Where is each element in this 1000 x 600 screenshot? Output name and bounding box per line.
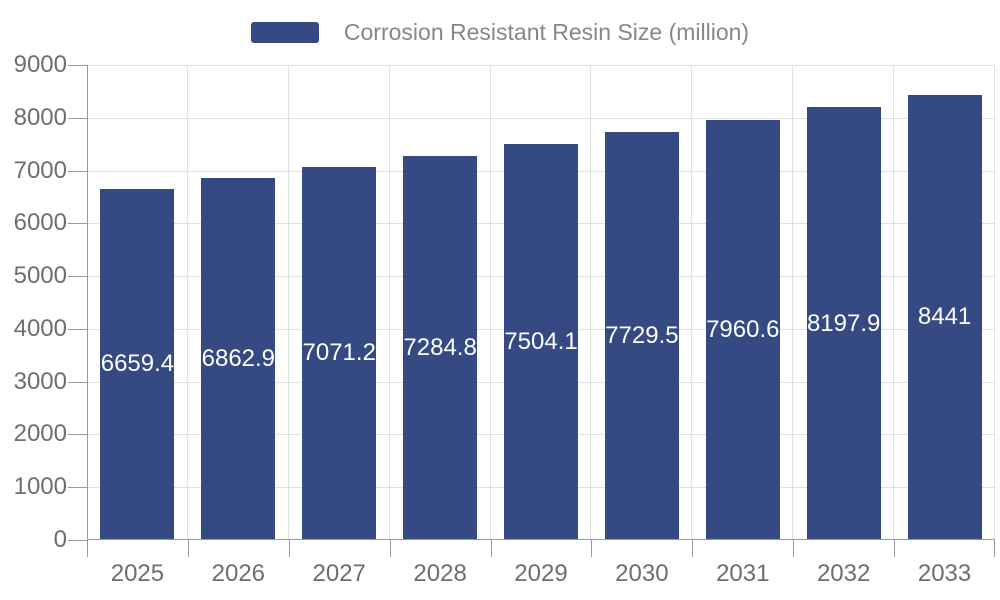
bar-value-label: 6659.4 [100, 350, 175, 378]
bar-value-label: 8441 [917, 303, 972, 331]
x-axis-tick [289, 540, 290, 557]
x-axis-tick [87, 540, 88, 557]
y-axis-tick [68, 328, 87, 330]
bar-value-label: 7504.1 [504, 327, 578, 355]
y-axis-label: 3000 [13, 367, 67, 395]
x-axis-tick [692, 540, 693, 557]
gridline-vertical [389, 65, 390, 540]
gridline-vertical [994, 65, 995, 540]
y-axis-label: 6000 [13, 209, 67, 237]
gridline-vertical [691, 65, 692, 540]
bar-2025[interactable]: 6659.4 [100, 188, 175, 540]
x-axis-tick [591, 540, 592, 557]
x-axis-tick [188, 540, 189, 557]
y-axis-tick [68, 223, 87, 225]
gridline-horizontal [87, 117, 995, 119]
y-axis-label: 4000 [13, 314, 67, 342]
x-axis-tick [390, 540, 391, 557]
y-axis-line [87, 65, 88, 540]
gridline-horizontal [87, 65, 995, 66]
bar-2026[interactable]: 6862.9 [201, 177, 276, 540]
y-axis-tick [68, 170, 87, 172]
x-axis-tick [793, 540, 794, 557]
y-axis-tick [68, 276, 87, 278]
y-axis-tick [68, 381, 87, 383]
x-axis-tick [491, 540, 492, 557]
bar-2033[interactable]: 8441 [907, 94, 982, 540]
y-axis-label: 2000 [13, 420, 67, 448]
gridline-vertical [893, 65, 894, 540]
x-axis-label: 2025 [110, 560, 165, 587]
gridline-vertical [490, 65, 491, 540]
legend-item[interactable]: Corrosion Resistant Resin Size (million) [0, 10, 1000, 54]
x-axis-label: 2031 [716, 560, 770, 587]
y-axis-tick [68, 487, 87, 489]
gridline-vertical [590, 65, 591, 540]
bar-value-label: 8197.9 [806, 309, 881, 337]
x-axis-tick [894, 540, 895, 557]
x-axis-label: 2029 [514, 560, 568, 587]
gridline-vertical [792, 65, 793, 540]
y-axis-label: 0 [53, 526, 67, 553]
bar-2029[interactable]: 7504.1 [504, 143, 578, 540]
bar-value-label: 7284.8 [403, 333, 477, 361]
x-axis-label: 2030 [615, 560, 669, 587]
bar-value-label: 7071.2 [302, 339, 376, 367]
y-axis-tick [68, 65, 87, 66]
plot-area: 6659.4 6862.9 7071.2 7284.8 7504.1 7729.5 7960… [68, 65, 995, 557]
x-axis-label: 2028 [413, 560, 467, 587]
bar-2027[interactable]: 7071.2 [302, 166, 377, 540]
x-axis-tick [994, 540, 995, 557]
y-axis-tick [68, 540, 87, 541]
x-axis-line [87, 539, 995, 540]
bar-2030[interactable]: 7729.5 [604, 132, 679, 540]
x-axis-label: 2033 [917, 560, 972, 587]
y-axis-tick [68, 434, 87, 436]
gridline-vertical [187, 65, 188, 540]
bar-value-label: 7960.6 [706, 315, 780, 343]
legend-label: Corrosion Resistant Resin Size (million) [343, 18, 750, 45]
y-axis-label: 1000 [13, 473, 67, 501]
y-axis-tick [68, 117, 87, 119]
bar-2028[interactable]: 7284.8 [403, 155, 478, 540]
bar-2032[interactable]: 8197.9 [806, 107, 881, 540]
x-axis-label: 2032 [816, 560, 871, 587]
y-axis-label: 5000 [13, 262, 67, 290]
y-axis-label: 9000 [13, 51, 67, 78]
y-axis-label: 8000 [13, 103, 67, 131]
bar-value-label: 7729.5 [605, 322, 679, 350]
x-axis-label: 2027 [312, 560, 366, 587]
bar-value-label: 6862.9 [201, 344, 276, 372]
gridline-vertical [288, 65, 289, 540]
x-axis-label: 2026 [211, 560, 266, 587]
y-axis-label: 7000 [13, 156, 67, 184]
legend-swatch [250, 21, 319, 43]
bar-2031[interactable]: 7960.6 [705, 119, 780, 540]
